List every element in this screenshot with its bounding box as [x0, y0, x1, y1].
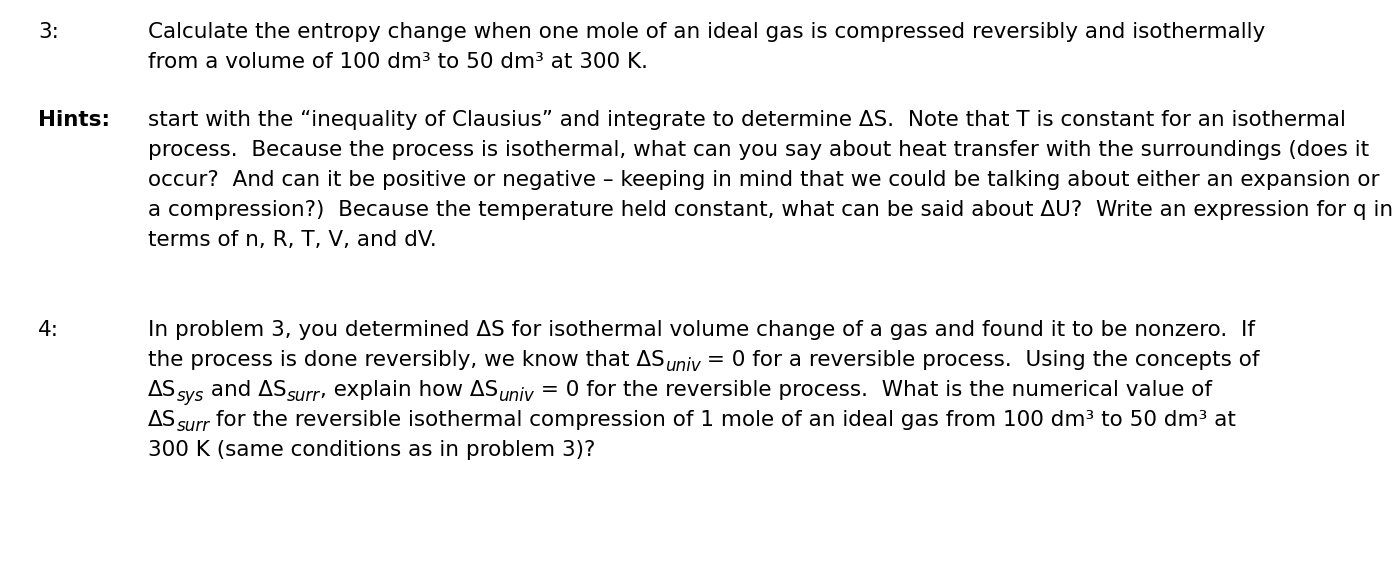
Text: 4:: 4: [38, 320, 58, 340]
Text: ΔS: ΔS [148, 410, 177, 430]
Text: surr: surr [287, 387, 320, 406]
Text: process.  Because the process is isothermal, what can you say about heat transfe: process. Because the process is isotherm… [148, 140, 1370, 160]
Text: and ΔS: and ΔS [203, 380, 287, 400]
Text: occur?  And can it be positive or negative – keeping in mind that we could be ta: occur? And can it be positive or negativ… [148, 170, 1379, 190]
Text: 300 K (same conditions as in problem 3)?: 300 K (same conditions as in problem 3)? [148, 440, 596, 460]
Text: Calculate the entropy change when one mole of an ideal gas is compressed reversi: Calculate the entropy change when one mo… [148, 22, 1265, 42]
Text: univ: univ [498, 387, 533, 406]
Text: for the reversible isothermal compression of 1 mole of an ideal gas from 100 dm³: for the reversible isothermal compressio… [210, 410, 1236, 430]
Text: from a volume of 100 dm³ to 50 dm³ at 300 K.: from a volume of 100 dm³ to 50 dm³ at 30… [148, 52, 649, 72]
Text: In problem 3, you determined ΔS for isothermal volume change of a gas and found : In problem 3, you determined ΔS for isot… [148, 320, 1256, 340]
Text: , explain how ΔS: , explain how ΔS [320, 380, 498, 400]
Text: start with the “inequality of Clausius” and integrate to determine ΔS.  Note tha: start with the “inequality of Clausius” … [148, 110, 1346, 130]
Text: ΔS: ΔS [148, 380, 177, 400]
Text: = 0 for a reversible process.  Using the concepts of: = 0 for a reversible process. Using the … [700, 350, 1260, 370]
Text: 3:: 3: [38, 22, 58, 42]
Text: the process is done reversibly, we know that ΔS: the process is done reversibly, we know … [148, 350, 665, 370]
Text: = 0 for the reversible process.  What is the numerical value of: = 0 for the reversible process. What is … [533, 380, 1211, 400]
Text: sys: sys [177, 387, 203, 406]
Text: a compression?)  Because the temperature held constant, what can be said about Δ: a compression?) Because the temperature … [148, 200, 1392, 220]
Text: Hints:: Hints: [38, 110, 110, 130]
Text: surr: surr [177, 417, 210, 435]
Text: terms of n, R, T, V, and dV.: terms of n, R, T, V, and dV. [148, 230, 437, 250]
Text: univ: univ [665, 358, 700, 375]
